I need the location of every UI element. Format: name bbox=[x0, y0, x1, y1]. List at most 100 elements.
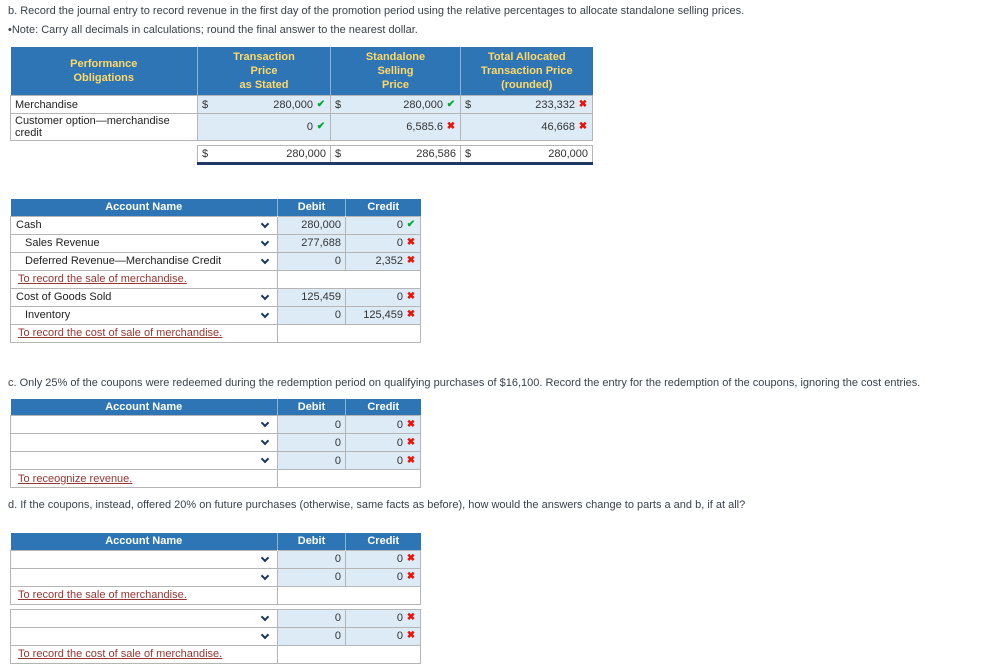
dollar-sign: $ bbox=[335, 98, 342, 111]
credit-value: 0 bbox=[396, 454, 403, 467]
column-header-credit: Credit bbox=[345, 533, 421, 550]
credit-input[interactable]: 0 ✖ bbox=[345, 433, 421, 452]
debit-input[interactable]: 0 bbox=[277, 451, 346, 470]
column-header-credit: Credit bbox=[345, 398, 421, 416]
column-header-standalone-selling-price: Standalone Selling Price bbox=[330, 47, 461, 96]
debit-input[interactable]: 0 bbox=[277, 567, 346, 587]
journal-header-row: Account Name Debit Credit bbox=[10, 533, 421, 550]
transaction-price-input[interactable]: $280,000 ✔ bbox=[197, 95, 331, 114]
journal-row: Cost of Goods Sold 125,459 0 ✖ bbox=[10, 287, 421, 307]
account-select[interactable]: Sales Revenue bbox=[10, 233, 278, 253]
column-header-performance-obligations: Performance Obligations bbox=[10, 47, 198, 96]
journal-row: Inventory 0 125,459 ✖ bbox=[10, 305, 421, 325]
credit-input[interactable]: 0 ✖ bbox=[345, 451, 421, 470]
memo-cell: To record the sale of merchandise. bbox=[10, 585, 278, 605]
debit-value: 125,459 bbox=[301, 291, 341, 303]
chevron-down-icon bbox=[260, 309, 270, 318]
credit-input[interactable]: 0 ✖ bbox=[345, 287, 421, 307]
credit-input[interactable]: 0 ✖ bbox=[345, 608, 421, 628]
account-select[interactable] bbox=[10, 451, 278, 470]
cell-value: 233,332 bbox=[535, 98, 575, 111]
account-select[interactable]: Inventory bbox=[10, 305, 278, 325]
credit-value: 0 bbox=[396, 571, 403, 583]
allocation-table: Performance Obligations Transaction Pric… bbox=[10, 47, 593, 165]
dollar-sign: $ bbox=[465, 148, 472, 160]
chevron-down-icon bbox=[260, 436, 270, 446]
credit-input[interactable]: 0 ✔ bbox=[345, 215, 421, 235]
total-value: 280,000 bbox=[286, 148, 326, 160]
memo-text: To receognize revenue. bbox=[18, 472, 133, 485]
standalone-price-input[interactable]: $280,000 ✔ bbox=[330, 95, 461, 114]
account-select[interactable]: Cash bbox=[10, 215, 278, 235]
chevron-down-icon bbox=[260, 291, 270, 300]
memo-cell: To receognize revenue. bbox=[10, 469, 278, 488]
transaction-price-input[interactable]: 0 ✔ bbox=[197, 113, 331, 141]
dollar-sign: $ bbox=[335, 148, 342, 160]
allocated-price-total: $280,000 bbox=[460, 145, 593, 165]
dollar-sign: $ bbox=[202, 98, 209, 111]
cross-icon: ✖ bbox=[406, 436, 416, 448]
debit-input[interactable]: 0 bbox=[277, 305, 346, 325]
credit-value: 2,352 bbox=[375, 255, 403, 267]
account-select[interactable] bbox=[10, 549, 278, 569]
credit-value: 0 bbox=[396, 553, 403, 565]
journal-row: 0 0 ✖ bbox=[10, 451, 421, 470]
account-select[interactable] bbox=[10, 626, 278, 646]
debit-input[interactable]: 0 bbox=[277, 549, 346, 569]
cell-value: 280,000 bbox=[403, 98, 443, 111]
allocated-price-input[interactable]: 46,668 ✖ bbox=[460, 113, 593, 141]
column-header-transaction-price: Transaction Price as Stated bbox=[197, 47, 331, 96]
debit-value: 0 bbox=[334, 418, 341, 431]
credit-input[interactable]: 125,459 ✖ bbox=[345, 305, 421, 325]
credit-input[interactable]: 2,352 ✖ bbox=[345, 251, 421, 271]
journal-row: 0 0 ✖ bbox=[10, 415, 421, 434]
journal-table-d: Account Name Debit Credit 0 0 ✖ 0 0 ✖ bbox=[10, 533, 421, 664]
chevron-down-icon bbox=[260, 571, 270, 580]
cross-icon: ✖ bbox=[406, 553, 416, 564]
debit-input[interactable]: 0 bbox=[277, 415, 346, 434]
cross-icon: ✖ bbox=[578, 121, 588, 132]
note-line: •Note: Carry all decimals in calculation… bbox=[8, 24, 418, 36]
journal-row: Sales Revenue 277,688 0 ✖ bbox=[10, 233, 421, 253]
check-icon: ✔ bbox=[446, 98, 456, 110]
debit-value: 277,688 bbox=[301, 237, 341, 249]
debit-input[interactable]: 277,688 bbox=[277, 233, 346, 253]
debit-input[interactable]: 0 bbox=[277, 433, 346, 452]
credit-input[interactable]: 0 ✖ bbox=[345, 567, 421, 587]
memo-row: To receognize revenue. bbox=[10, 469, 421, 488]
credit-input[interactable]: 0 ✖ bbox=[345, 233, 421, 253]
account-select[interactable] bbox=[10, 567, 278, 587]
debit-input[interactable]: 0 bbox=[277, 608, 346, 628]
debit-input[interactable]: 0 bbox=[277, 626, 346, 646]
account-select[interactable]: Deferred Revenue—Merchandise Credit bbox=[10, 251, 278, 271]
alloc-row-customer-option: Customer option—merchandise credit 0 ✔ 6,… bbox=[10, 113, 593, 141]
cross-icon: ✖ bbox=[406, 571, 416, 582]
credit-input[interactable]: 0 ✖ bbox=[345, 415, 421, 434]
debit-value: 0 bbox=[334, 309, 341, 321]
standalone-price-total: $286,586 bbox=[330, 145, 461, 165]
account-select[interactable] bbox=[10, 608, 278, 628]
account-label: Sales Revenue bbox=[25, 237, 100, 249]
memo-empty-cell bbox=[277, 469, 421, 488]
check-icon: ✔ bbox=[316, 98, 326, 110]
cross-icon: ✖ bbox=[406, 309, 416, 320]
standalone-price-input[interactable]: 6,585.6 ✖ bbox=[330, 113, 461, 141]
debit-input[interactable]: 280,000 bbox=[277, 215, 346, 235]
allocated-price-input[interactable]: $233,332 ✖ bbox=[460, 95, 593, 114]
journal-row: 0 0 ✖ bbox=[10, 433, 421, 452]
credit-input[interactable]: 0 ✖ bbox=[345, 549, 421, 569]
debit-input[interactable]: 125,459 bbox=[277, 287, 346, 307]
allocation-header-row: Performance Obligations Transaction Pric… bbox=[10, 47, 593, 96]
account-select[interactable] bbox=[10, 415, 278, 434]
alloc-row-merchandise: Merchandise $280,000 ✔ $280,000 ✔ $233,332… bbox=[10, 95, 593, 114]
credit-input[interactable]: 0 ✖ bbox=[345, 626, 421, 646]
cross-icon: ✖ bbox=[578, 98, 588, 110]
cross-icon: ✖ bbox=[406, 237, 416, 248]
account-select[interactable]: Cost of Goods Sold bbox=[10, 287, 278, 307]
debit-input[interactable]: 0 bbox=[277, 251, 346, 271]
account-select[interactable] bbox=[10, 433, 278, 452]
total-value: 286,586 bbox=[416, 148, 456, 160]
memo-row: To record the cost of sale of merchandis… bbox=[10, 323, 421, 343]
cross-icon: ✖ bbox=[406, 630, 416, 641]
